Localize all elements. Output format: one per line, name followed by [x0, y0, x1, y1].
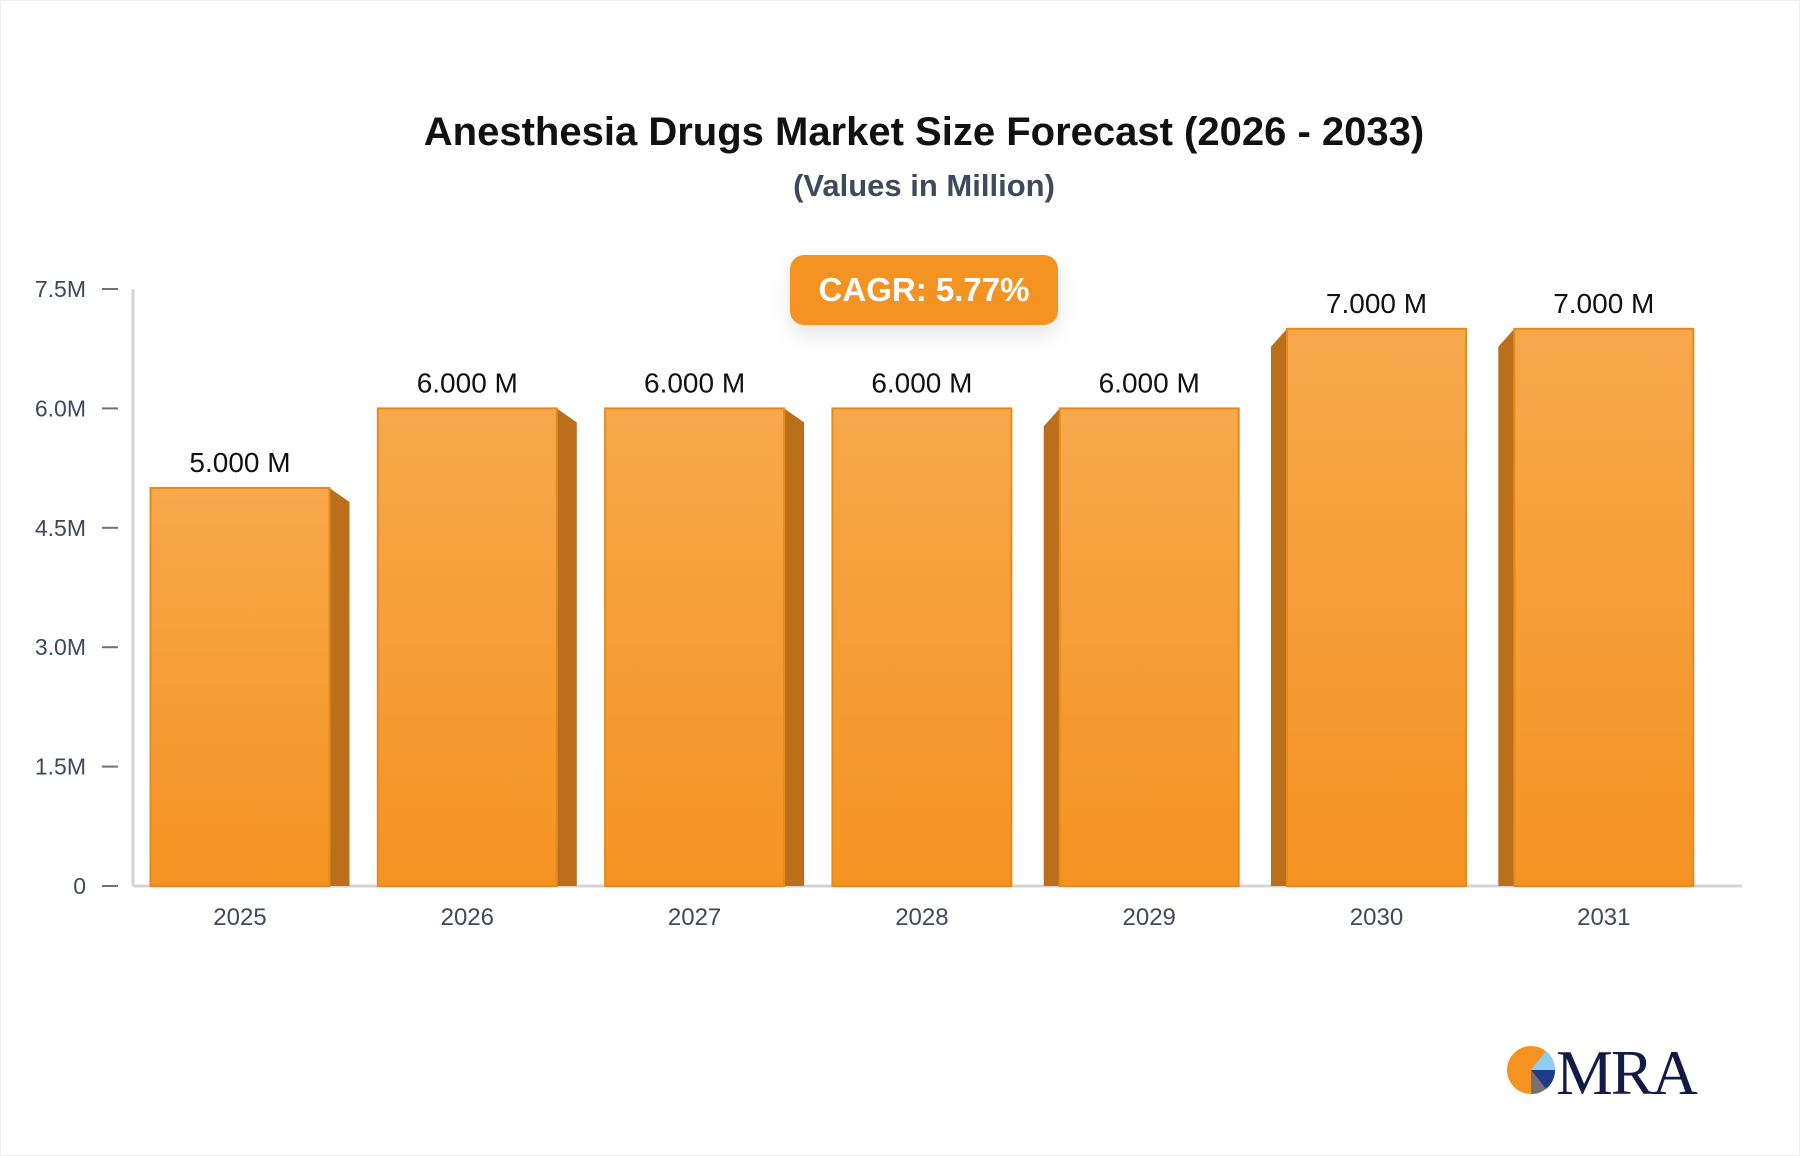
- bar-data-label: 6.000 M: [871, 367, 972, 398]
- y-tick-label: 7.5M: [35, 276, 86, 302]
- y-tick-label: 4.5M: [35, 515, 86, 541]
- bar-side: [556, 408, 577, 886]
- logo-text: MRA: [1556, 1037, 1698, 1108]
- bar-data-label: 6.000 M: [1099, 367, 1200, 398]
- bar-data-label: 5.000 M: [189, 447, 290, 478]
- bar-data-label: 7.000 M: [1553, 288, 1654, 319]
- chart-subtitle: (Values in Million): [793, 168, 1055, 203]
- bar-data-label: 7.000 M: [1326, 288, 1427, 319]
- x-tick-label: 2031: [1577, 904, 1630, 931]
- bar: [376, 407, 558, 887]
- bar: [831, 407, 1013, 887]
- y-tick-label: 6.0M: [35, 395, 86, 421]
- bar-side: [1043, 408, 1060, 886]
- x-tick-label: 2026: [441, 904, 494, 931]
- bar: [604, 407, 786, 887]
- bar-data-label: 6.000 M: [417, 367, 518, 398]
- cagr-badge: CAGR: 5.77%: [790, 255, 1058, 325]
- bar-data-label: 6.000 M: [644, 367, 745, 398]
- x-tick-label: 2028: [895, 904, 948, 931]
- bar-side: [1498, 328, 1515, 886]
- bar-side: [329, 488, 350, 886]
- pie-logo-icon: [1507, 1046, 1556, 1095]
- x-tick-label: 2030: [1350, 904, 1403, 931]
- bar: [149, 487, 331, 887]
- x-tick-label: 2025: [213, 904, 266, 931]
- bar: [1513, 327, 1695, 887]
- bar: [1286, 327, 1467, 887]
- y-tick-label: 0: [73, 873, 86, 899]
- chart-title: Anesthesia Drugs Market Size Forecast (2…: [423, 110, 1425, 154]
- y-tick-label: 3.0M: [35, 634, 86, 660]
- y-tick-label: 1.5M: [35, 754, 86, 780]
- x-tick-label: 2029: [1123, 904, 1176, 931]
- mra-logo: MRA: [1506, 1037, 1698, 1108]
- bar-side: [1271, 328, 1287, 886]
- bar-side: [784, 408, 805, 886]
- bar: [1058, 407, 1240, 887]
- x-tick-label: 2027: [668, 904, 721, 931]
